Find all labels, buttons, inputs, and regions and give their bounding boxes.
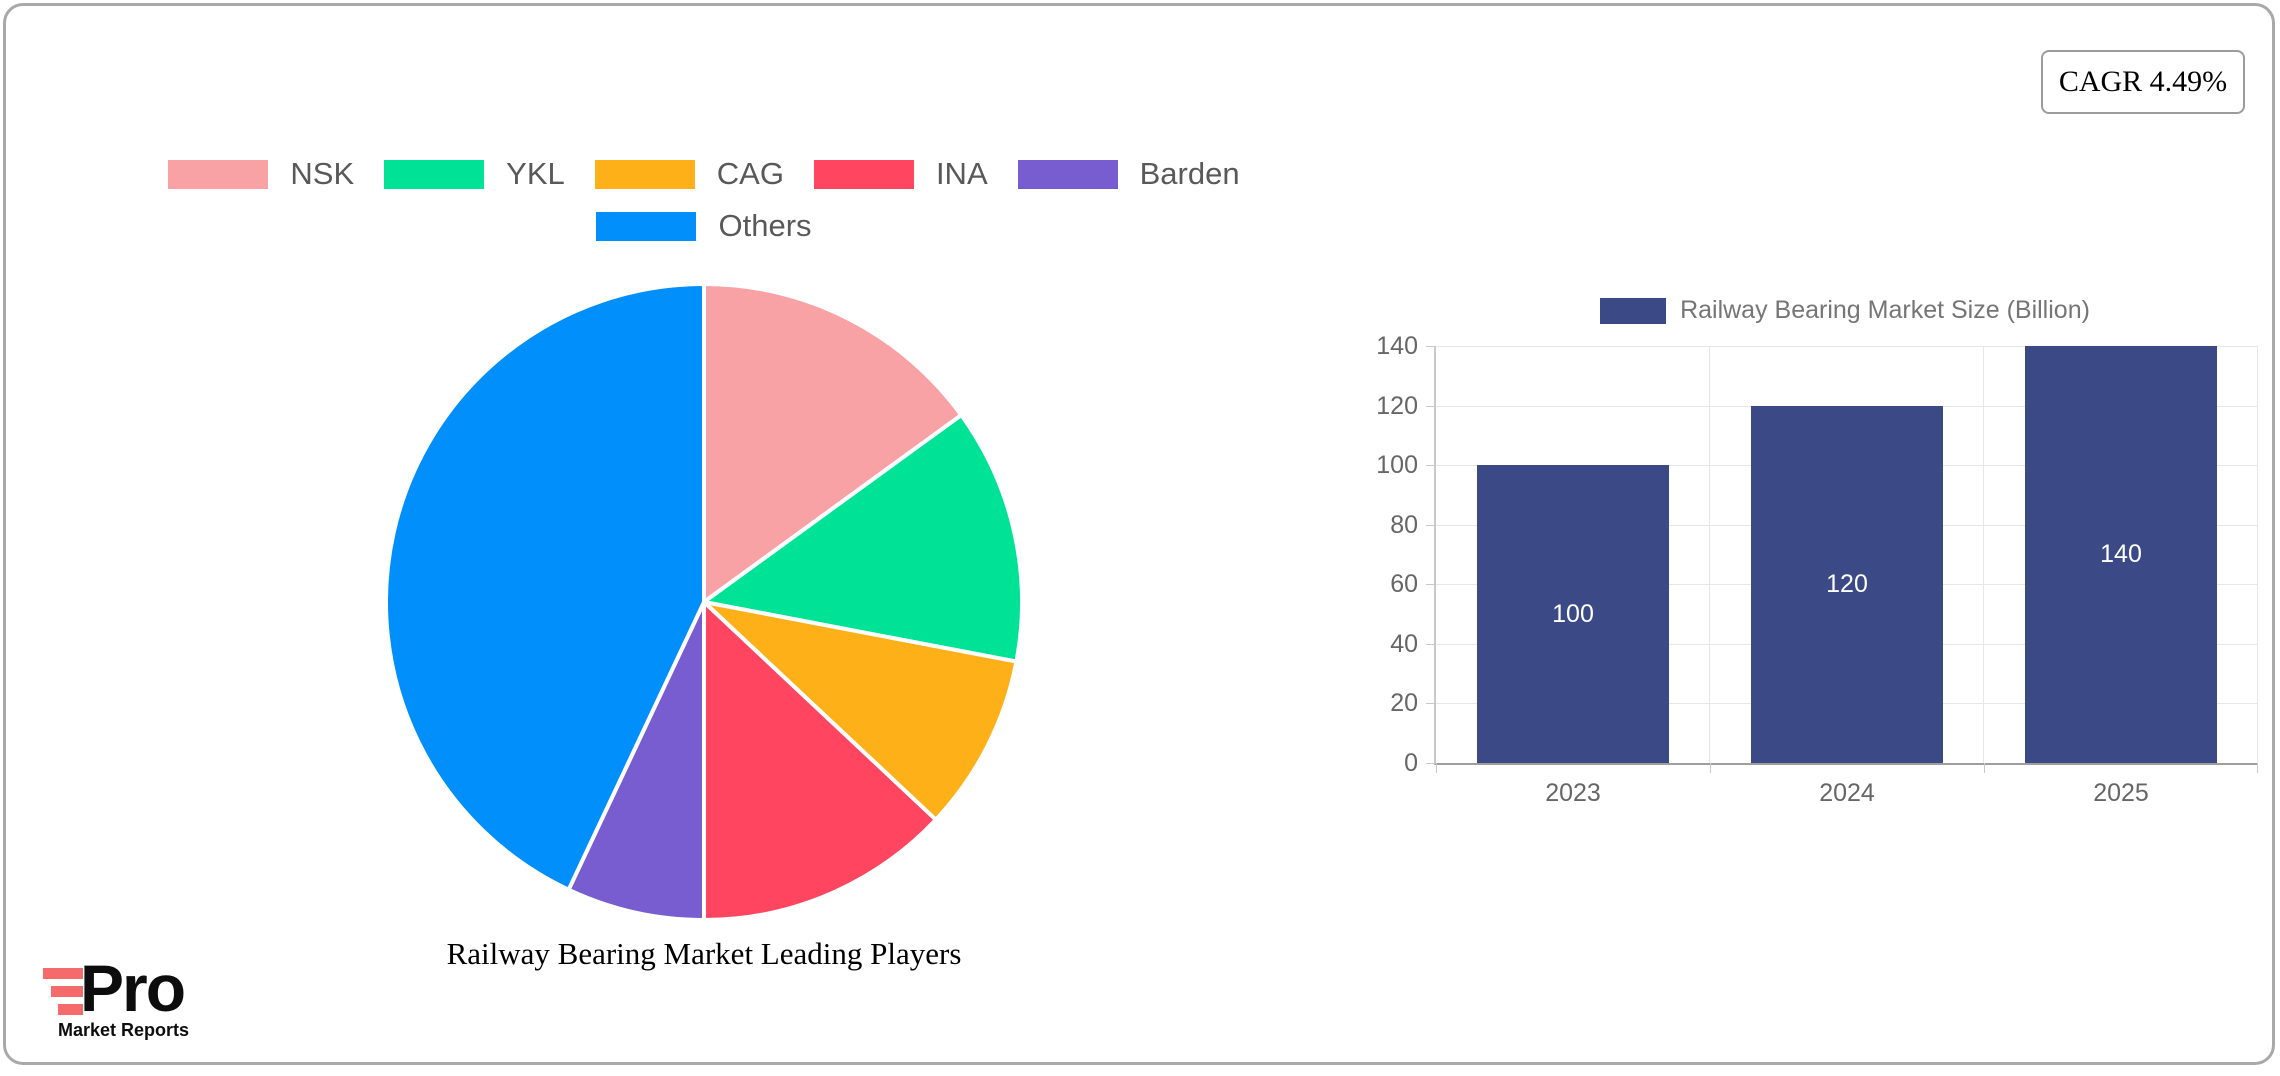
pie-legend-swatch bbox=[168, 159, 269, 189]
pie-legend-row: NSK YKL CAG INA Barden bbox=[168, 156, 1240, 192]
logo-bar bbox=[51, 986, 83, 997]
report-card: CAGR 4.49% NSK YKL CAG INA Barden Others Rail… bbox=[3, 3, 2275, 1065]
logo-bars-icon bbox=[43, 968, 83, 1015]
pie-legend-item-others: Others bbox=[596, 208, 812, 244]
y-axis-label: 80 bbox=[1390, 510, 1418, 539]
y-axis-label: 140 bbox=[1376, 332, 1418, 360]
pie-legend-swatch bbox=[813, 159, 914, 189]
bar-legend-swatch bbox=[1600, 297, 1667, 324]
pie-legend-label: NSK bbox=[290, 156, 355, 191]
bar-value-label: 120 bbox=[1826, 569, 1868, 598]
y-axis-tick bbox=[1426, 584, 1435, 586]
y-axis-tick bbox=[1426, 465, 1435, 467]
y-axis-tick bbox=[1426, 763, 1435, 764]
bar-legend-label: Railway Bearing Market Size (Billion) bbox=[1680, 296, 2090, 324]
y-axis-label: 0 bbox=[1404, 749, 1418, 777]
pie-legend-label: INA bbox=[935, 156, 988, 191]
pie-chart-section: NSK YKL CAG INA Barden Others Railway Bearing… bbox=[6, 6, 1402, 1076]
pie-legend-swatch bbox=[1017, 159, 1118, 189]
gridline bbox=[2257, 346, 2258, 763]
pie-legend-item-nsk: NSK bbox=[168, 156, 354, 192]
x-axis-label: 2024 bbox=[1819, 779, 1875, 807]
y-axis-label: 20 bbox=[1390, 689, 1418, 718]
bar-2023: 100 bbox=[1477, 465, 1669, 763]
y-axis-tick bbox=[1426, 643, 1435, 645]
pie-slice-cag bbox=[702, 600, 1019, 822]
bar-value-label: 100 bbox=[1552, 599, 1594, 628]
pie-legend-swatch bbox=[384, 159, 485, 189]
pie-legend-label: Others bbox=[718, 208, 812, 243]
pie-legend-item-barden: Barden bbox=[1017, 156, 1240, 192]
x-axis-tick bbox=[2257, 763, 2258, 773]
pie-slice-ina bbox=[702, 600, 938, 922]
pie-legend-swatch bbox=[596, 211, 697, 241]
pie-legend-swatch bbox=[594, 159, 695, 189]
logo-subtitle: Market Reports bbox=[58, 1020, 190, 1040]
y-axis-tick bbox=[1426, 703, 1435, 705]
y-axis-tick bbox=[1426, 346, 1435, 347]
pie-legend-item-cag: CAG bbox=[594, 156, 784, 192]
bar-value-label: 140 bbox=[2100, 540, 2142, 568]
cagr-badge: CAGR 4.49% bbox=[2041, 50, 2245, 114]
pie-legend-item-ykl: YKL bbox=[384, 156, 565, 192]
pie-legend-label: YKL bbox=[506, 156, 565, 191]
bar-plot-area: 0 20 40 60 80 100 120 140 100 2023 120 2024 140 2025 bbox=[1376, 332, 2258, 807]
pie-legend-label: CAG bbox=[716, 156, 784, 191]
pie-legend: NSK YKL CAG INA Barden Others bbox=[6, 156, 1402, 244]
logo: Pro Market Reports bbox=[43, 951, 193, 1041]
pie-chart-title: Railway Bearing Market Leading Players bbox=[446, 936, 962, 971]
y-axis-label: 40 bbox=[1390, 629, 1418, 658]
pie-slice-nsk bbox=[702, 282, 964, 604]
gridline bbox=[1709, 346, 1710, 763]
logo-title: Pro bbox=[80, 951, 186, 1025]
bar-2025: 140 bbox=[2025, 346, 2217, 763]
pie-legend-row: Others bbox=[596, 208, 812, 244]
x-axis-tick bbox=[1710, 763, 1711, 773]
x-axis-label: 2023 bbox=[1545, 779, 1601, 807]
bar-chart-section: Railway Bearing Market Size (Billion) 0 2… bbox=[1376, 296, 2266, 856]
x-axis-tick bbox=[1436, 763, 1437, 773]
pie-slice-others bbox=[384, 282, 706, 892]
x-axis-tick bbox=[1984, 763, 1985, 773]
pie-legend-label: Barden bbox=[1139, 156, 1240, 191]
pie-chart bbox=[384, 282, 1024, 922]
x-axis-label: 2025 bbox=[2093, 779, 2149, 807]
gridline bbox=[1983, 346, 1984, 763]
gridline bbox=[1436, 346, 2258, 347]
y-axis-label: 120 bbox=[1376, 391, 1418, 420]
y-axis-tick bbox=[1426, 405, 1435, 407]
pie-slice-barden bbox=[566, 600, 706, 922]
pie-legend-item-ina: INA bbox=[813, 156, 988, 192]
bar-legend: Railway Bearing Market Size (Billion) bbox=[1434, 296, 2256, 325]
pie-slice-ykl bbox=[702, 413, 1024, 664]
y-axis-label: 60 bbox=[1390, 570, 1418, 599]
bar-2024: 120 bbox=[1751, 405, 1943, 763]
y-axis-label: 100 bbox=[1376, 451, 1418, 480]
logo-bar bbox=[43, 968, 83, 979]
y-axis-tick bbox=[1426, 524, 1435, 526]
logo-bar bbox=[58, 1004, 83, 1015]
